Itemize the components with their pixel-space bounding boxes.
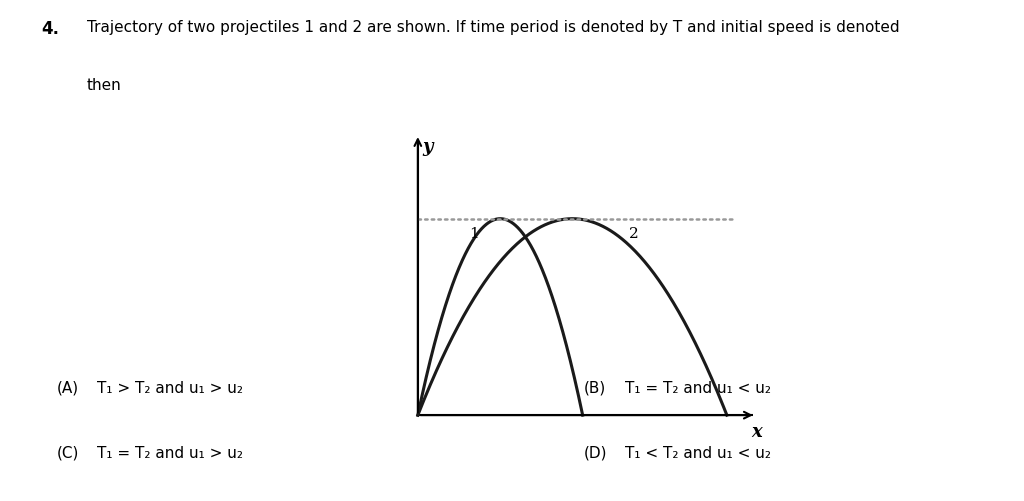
- Text: T₁ > T₂ and u₁ > u₂: T₁ > T₂ and u₁ > u₂: [97, 381, 244, 396]
- Text: y: y: [422, 138, 432, 156]
- Text: (A): (A): [56, 381, 79, 396]
- Text: (D): (D): [584, 446, 607, 461]
- Text: 4.: 4.: [41, 20, 59, 38]
- Text: 1: 1: [470, 226, 479, 240]
- Text: T₁ = T₂ and u₁ < u₂: T₁ = T₂ and u₁ < u₂: [625, 381, 771, 396]
- Text: then: then: [87, 78, 122, 93]
- Text: T₁ = T₂ and u₁ > u₂: T₁ = T₂ and u₁ > u₂: [97, 446, 244, 461]
- Text: x: x: [752, 423, 762, 441]
- Text: T₁ < T₂ and u₁ < u₂: T₁ < T₂ and u₁ < u₂: [625, 446, 771, 461]
- Text: 2: 2: [630, 226, 639, 240]
- Text: (C): (C): [56, 446, 79, 461]
- Text: Trajectory of two projectiles 1 and 2 are shown. If time period is denoted by T : Trajectory of two projectiles 1 and 2 ar…: [87, 20, 900, 35]
- Text: (B): (B): [584, 381, 606, 396]
